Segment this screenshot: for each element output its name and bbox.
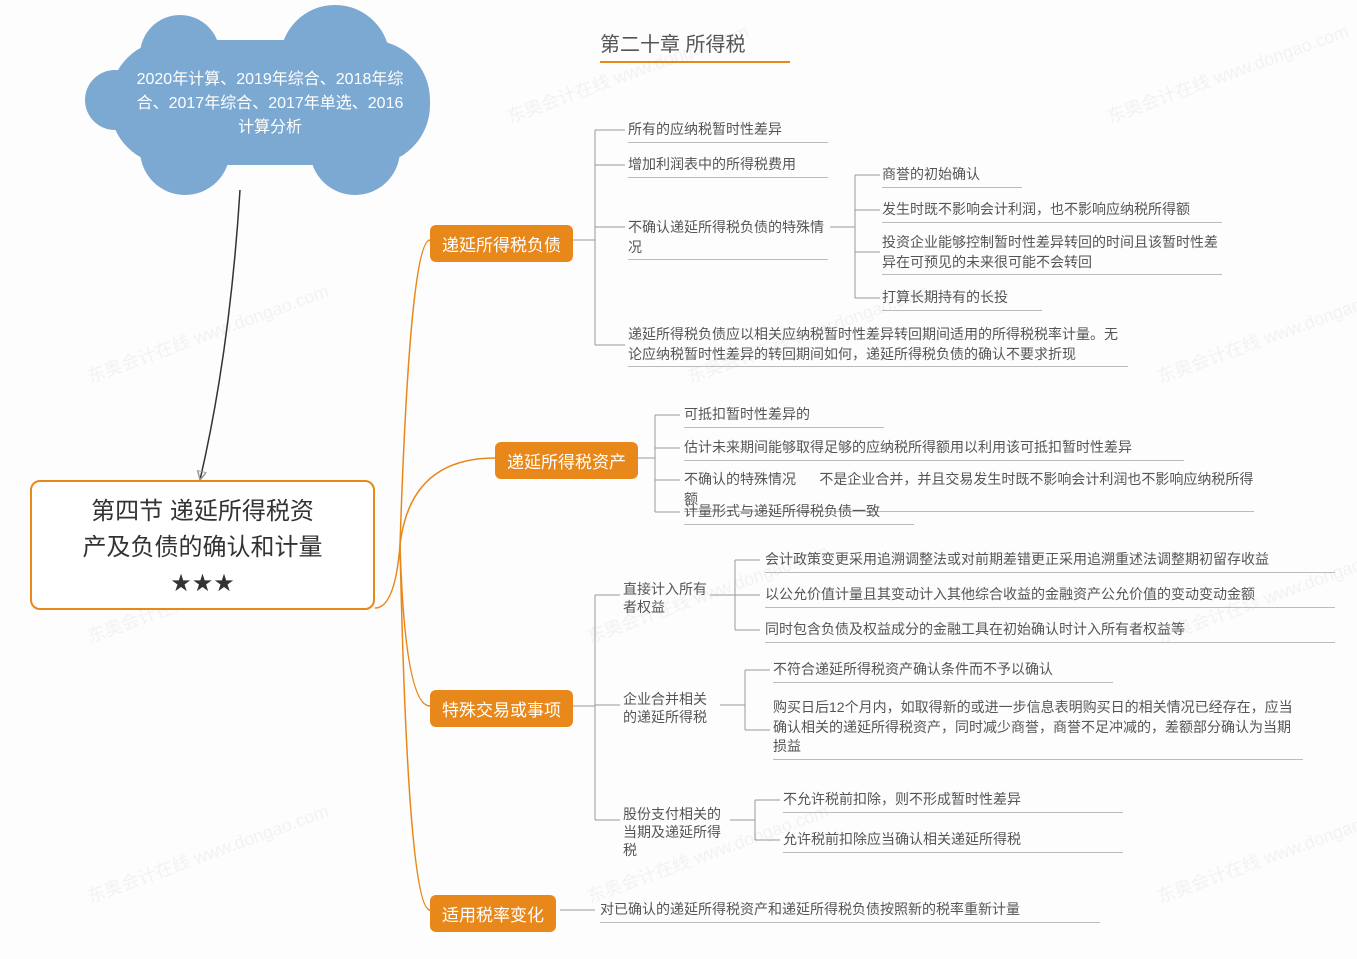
- b2-leaf-1: 可抵扣暂时性差异的: [684, 405, 884, 428]
- b3-s2a: 不符合递延所得税资产确认条件而不予以确认: [773, 660, 1113, 683]
- b2-leaf-3-label: 不确认的特殊情况: [684, 471, 796, 487]
- b3-sub-3: 股份支付相关的当期及递延所得税: [623, 805, 728, 860]
- b3-s1c: 同时包含负债及权益成分的金融工具在初始确认时计入所有者权益等: [765, 620, 1335, 643]
- branch-4: 适用税率变化: [430, 895, 556, 932]
- b3-s1a: 会计政策变更采用追溯调整法或对前期差错更正采用追溯重述法调整期初留存收益: [765, 550, 1335, 573]
- b1-leaf-3-label: 不确认递延所得税负债的特殊情况: [628, 218, 828, 260]
- root-line1: 第四节 递延所得税资: [44, 494, 361, 530]
- watermark: 东奥会计在线 www.dongao.com: [1153, 277, 1357, 389]
- b2-leaf-2: 估计未来期间能够取得足够的应纳税所得额用以利用该可抵扣暂时性差异: [684, 438, 1184, 461]
- watermark: 东奥会计在线 www.dongao.com: [83, 797, 332, 909]
- chapter-title: 第二十章 所得税: [600, 28, 790, 63]
- root-node: 第四节 递延所得税资 产及负债的确认和计量 ★★★: [30, 480, 375, 610]
- root-stars: ★★★: [44, 566, 361, 602]
- b3-sub-2: 企业合并相关的递延所得税: [623, 690, 718, 726]
- b3-s2b: 购买日后12个月内，如取得新的或进一步信息表明购买日的相关情况已经存在，应当确认…: [773, 698, 1303, 760]
- b4-leaf: 对已确认的递延所得税资产和递延所得税负债按照新的税率重新计量: [600, 900, 1100, 923]
- b1-leaf-3d: 打算长期持有的长投: [882, 288, 1042, 311]
- b3-s3a: 不允许税前扣除，则不形成暂时性差异: [783, 790, 1123, 813]
- b3-s3b: 允许税前扣除应当确认相关递延所得税: [783, 830, 1123, 853]
- b1-leaf-3a: 商誉的初始确认: [882, 165, 1022, 188]
- branch-1: 递延所得税负债: [430, 225, 573, 262]
- b3-s1b: 以公允价值计量且其变动计入其他综合收益的金融资产公允价值的变动变动金额: [765, 585, 1335, 608]
- b1-leaf-3c: 投资企业能够控制暂时性差异转回的时间且该暂时性差异在可预见的未来很可能不会转回: [882, 233, 1222, 275]
- watermark: 东奥会计在线 www.dongao.com: [1103, 17, 1352, 129]
- mindmap-canvas: 东奥会计在线 www.dongao.com 东奥会计在线 www.dongao.…: [0, 0, 1357, 959]
- branch-3: 特殊交易或事项: [430, 690, 573, 727]
- b1-leaf-4: 递延所得税负债应以相关应纳税暂时性差异转回期间适用的所得税税率计量。无论应纳税暂…: [628, 325, 1128, 367]
- cloud-note: 2020年计算、2019年综合、2018年综合、2017年综合、2017年单选、…: [110, 40, 430, 165]
- b1-leaf-3b: 发生时既不影响会计利润，也不影响应纳税所得额: [882, 200, 1222, 223]
- root-line2: 产及负债的确认和计量: [44, 530, 361, 566]
- b1-leaf-2: 增加利润表中的所得税费用: [628, 155, 828, 178]
- b1-leaf-1: 所有的应纳税暂时性差异: [628, 120, 828, 143]
- b2-leaf-4: 计量形式与递延所得税负债一致: [684, 502, 914, 525]
- b3-sub-1: 直接计入所有者权益: [623, 580, 708, 616]
- cloud-text: 2020年计算、2019年综合、2018年综合、2017年综合、2017年单选、…: [130, 68, 410, 140]
- watermark: 东奥会计在线 www.dongao.com: [83, 277, 332, 389]
- branch-2: 递延所得税资产: [495, 442, 638, 479]
- watermark: 东奥会计在线 www.dongao.com: [1153, 797, 1357, 909]
